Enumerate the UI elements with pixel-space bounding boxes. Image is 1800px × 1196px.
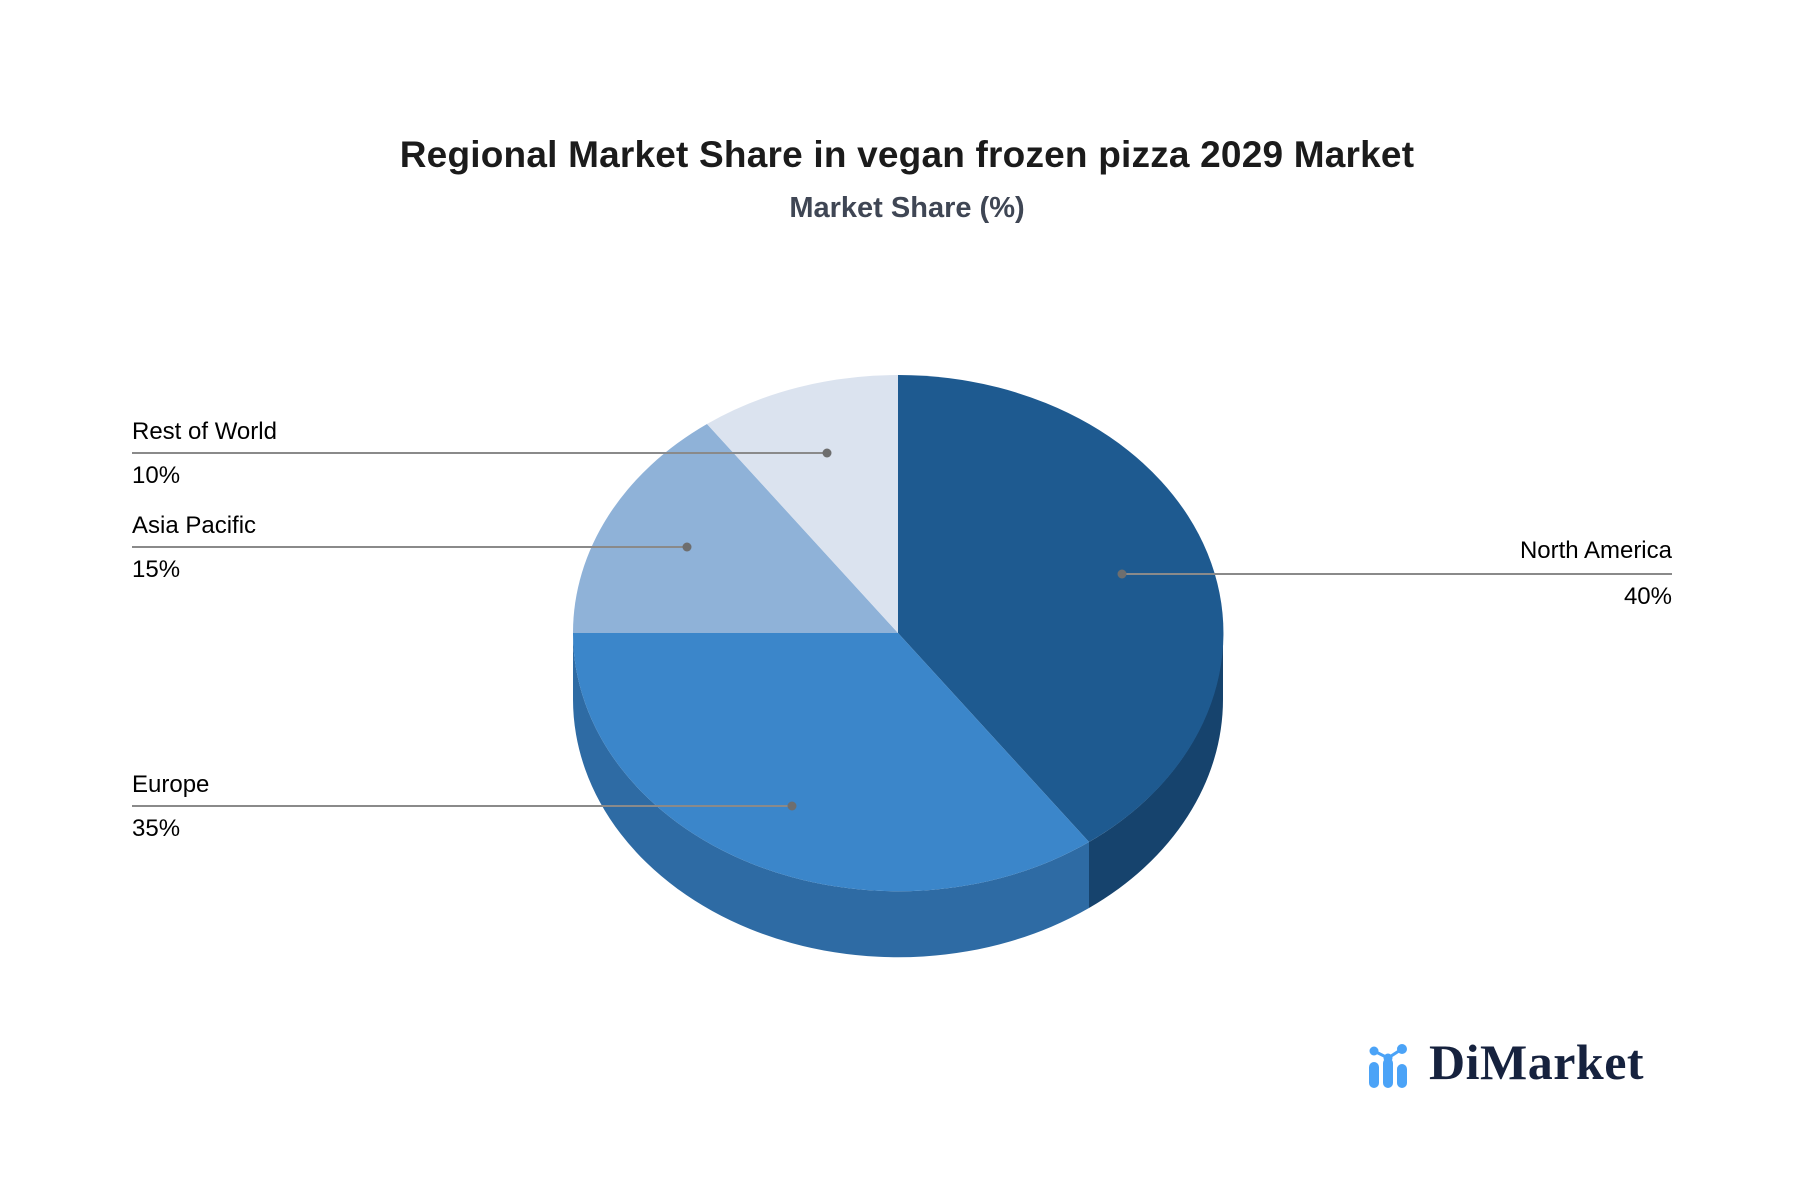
- brand-logo: DiMarket: [1367, 1034, 1644, 1092]
- callout-rest-of-world-label: Rest of World: [132, 418, 277, 445]
- leader-dot-rest-of-world: [822, 448, 832, 458]
- page-subtitle: Market Share (%): [789, 192, 1025, 224]
- callout-rest-of-world-value: 10%: [132, 462, 181, 489]
- callout-north-america-value: 40%: [1623, 583, 1672, 610]
- callout-asia-pacific-value: 15%: [132, 556, 181, 583]
- slice-europe: [572, 633, 1089, 892]
- callout-north-america-label: North America: [1519, 537, 1672, 564]
- slice-side-europe: [572, 633, 1089, 958]
- leader-dot-asia-pacific: [682, 542, 692, 552]
- callout-europe-value: 35%: [132, 815, 181, 842]
- leader-dot-europe: [787, 801, 797, 811]
- slice-north-america: [898, 374, 1224, 842]
- leader-dot-north-america: [1117, 569, 1127, 579]
- callout-europe-label: Europe: [132, 771, 210, 798]
- page-title: Regional Market Share in vegan frozen pi…: [399, 134, 1415, 175]
- slice-rest-of-world: [707, 374, 898, 633]
- bar-line-chart-icon: [1369, 1044, 1407, 1088]
- brand-logo-text: DiMarket: [1429, 1034, 1645, 1090]
- slice-asia-pacific: [572, 424, 898, 633]
- slice-side-north-america: [1089, 633, 1224, 908]
- leader-dots: [682, 448, 1127, 811]
- callout-asia-pacific-label: Asia Pacific: [132, 512, 257, 539]
- leader-lines: [132, 452, 1672, 807]
